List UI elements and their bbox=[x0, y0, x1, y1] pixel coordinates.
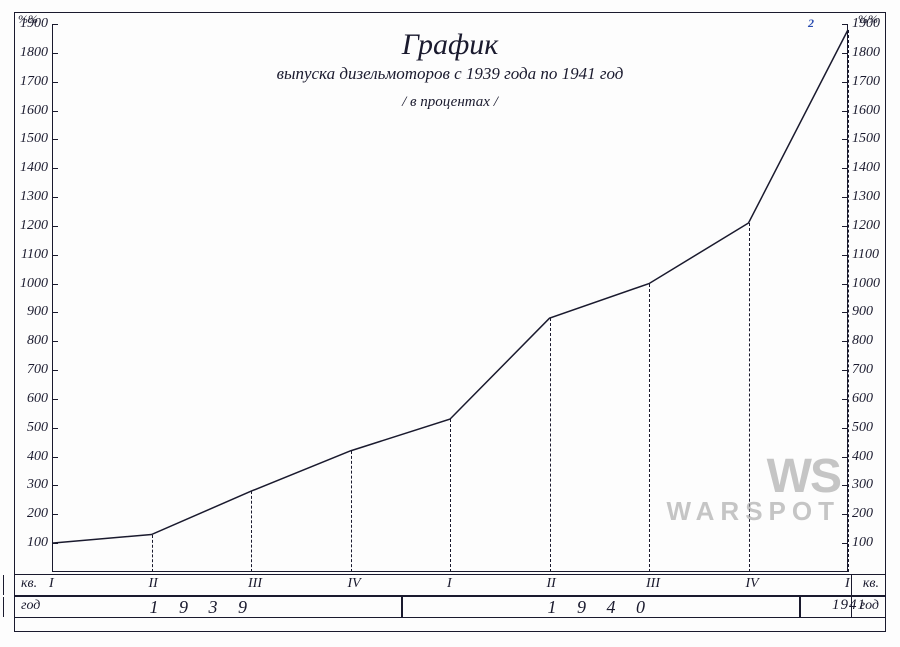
axis-row-years: годгод1 9 3 91 9 4 01941 bbox=[14, 596, 886, 618]
axis-row-quarters: кв.кв.IIIIIIIVIIIIIIIVI bbox=[14, 574, 886, 596]
y-tick-right: 900 bbox=[852, 304, 873, 320]
drop-line bbox=[450, 419, 451, 572]
drop-line bbox=[649, 284, 650, 572]
y-tick-left: 800 bbox=[27, 333, 48, 349]
year-label: 1941 bbox=[832, 597, 866, 614]
quarter-label: III bbox=[248, 576, 262, 592]
page-marker: 2 bbox=[808, 16, 814, 31]
y-tick-right: 400 bbox=[852, 449, 873, 465]
y-tick-left: 600 bbox=[27, 391, 48, 407]
y-tick-right: 700 bbox=[852, 362, 873, 378]
quarter-label: I bbox=[447, 576, 452, 592]
y-tick-right: 600 bbox=[852, 391, 873, 407]
y-tick-right: 1000 bbox=[852, 276, 880, 292]
y-tick-left: 1200 bbox=[20, 218, 48, 234]
y-tick-right: 500 bbox=[852, 420, 873, 436]
drop-line bbox=[749, 223, 750, 572]
y-tick-left: 1300 bbox=[20, 189, 48, 205]
title-note: / в процентах / bbox=[0, 94, 900, 111]
y-tick-left: 300 bbox=[27, 477, 48, 493]
drop-line bbox=[351, 451, 352, 572]
y-tick-left: 1500 bbox=[20, 131, 48, 147]
quarter-label: II bbox=[149, 576, 158, 592]
y-tick-right: 1300 bbox=[852, 189, 880, 205]
axis-cap-left: кв. bbox=[21, 576, 37, 592]
y-tick-left: 700 bbox=[27, 362, 48, 378]
quarter-label: IV bbox=[348, 576, 361, 592]
y-tick-right: 1100 bbox=[852, 247, 879, 263]
y-unit-left: %% bbox=[18, 12, 38, 27]
quarter-label: II bbox=[547, 576, 556, 592]
y-tick-right: 1400 bbox=[852, 160, 880, 176]
y-tick-left: 400 bbox=[27, 449, 48, 465]
title-sub: выпуска дизельмоторов с 1939 года по 194… bbox=[0, 64, 900, 84]
drop-line bbox=[848, 30, 849, 572]
quarter-label: I bbox=[49, 576, 54, 592]
year-label: 1 9 4 0 bbox=[548, 597, 654, 618]
year-label: 1 9 3 9 bbox=[150, 597, 256, 618]
y-tick-left: 100 bbox=[27, 535, 48, 551]
y-tick-right: 800 bbox=[852, 333, 873, 349]
y-tick-left: 900 bbox=[27, 304, 48, 320]
y-tick-right: 1500 bbox=[852, 131, 880, 147]
y-tick-left: 1100 bbox=[21, 247, 48, 263]
quarter-label: IV bbox=[746, 576, 759, 592]
y-tick-left: 200 bbox=[27, 506, 48, 522]
y-tick-right: 300 bbox=[852, 477, 873, 493]
quarter-label: I bbox=[845, 576, 850, 592]
quarter-label: III bbox=[646, 576, 660, 592]
drop-line bbox=[251, 491, 252, 572]
chart-title: График выпуска дизельмоторов с 1939 года… bbox=[0, 28, 900, 111]
drop-line bbox=[550, 318, 551, 572]
y-tick-left: 500 bbox=[27, 420, 48, 436]
y-tick-right: 1200 bbox=[852, 218, 880, 234]
title-main: График bbox=[0, 28, 900, 62]
y-tick-right: 100 bbox=[852, 535, 873, 551]
y-tick-left: 1400 bbox=[20, 160, 48, 176]
axis-cap-right: кв. bbox=[863, 576, 879, 592]
y-unit-right: %% bbox=[858, 12, 878, 27]
y-tick-left: 1000 bbox=[20, 276, 48, 292]
y-tick-right: 200 bbox=[852, 506, 873, 522]
drop-line bbox=[152, 535, 153, 572]
